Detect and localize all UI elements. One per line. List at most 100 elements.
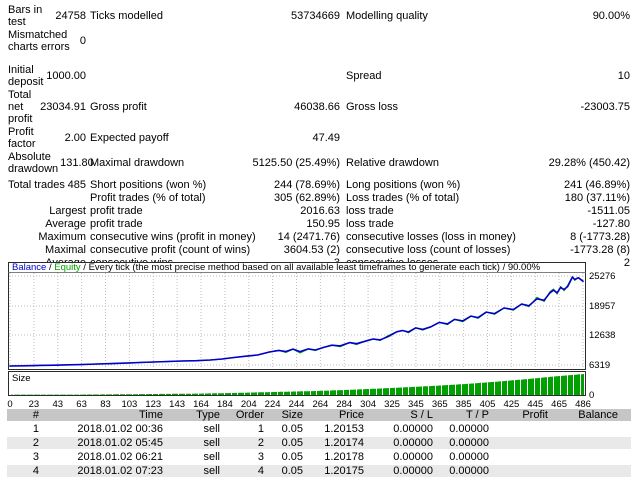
table-cell: sell (203, 437, 220, 449)
filler (620, 465, 629, 477)
table-cell: 1.20174 (324, 437, 364, 449)
stat-value: 485 (67, 179, 86, 191)
table-cell (491, 423, 550, 435)
table-cell (550, 423, 620, 435)
column-header: Profit (522, 409, 548, 421)
stat-label: Expected payoff (90, 132, 169, 144)
trades-table: # Time Type Order Size Price S / L T / P Profit B… (7, 409, 631, 479)
table-cell: 1 (257, 423, 264, 435)
filler (620, 409, 629, 421)
stat-label: consecutive losses (loss in money) (346, 231, 516, 243)
table-cell: 2018.01.02 06:21 (77, 451, 163, 463)
stats-row: Profit trades (% of total) 305 (62.89%) Lo… (8, 192, 630, 204)
stat-value: 2 (623, 257, 630, 269)
stats-row: Profit factor 2.00 Expected payoff 47.49 (8, 126, 630, 150)
stat-value: 305 (62.89%) (273, 192, 340, 204)
table-cell (550, 437, 620, 449)
stat-value: 150.95 (306, 218, 340, 230)
table-cell: 2018.01.02 05:45 (77, 437, 163, 449)
stat-value: 2.00 (64, 132, 86, 144)
stat-label: Relative drawdown (346, 157, 439, 169)
stats-row: Average profit trade 150.95 loss trade -127.… (8, 218, 630, 230)
column-header: Size (281, 409, 303, 421)
stat-label: consecutive loss (count of losses) (346, 244, 511, 256)
stat-value: Largest (49, 205, 86, 217)
table-cell: 0.00000 (449, 465, 489, 477)
table-cell: 0.00000 (449, 451, 489, 463)
table-cell: 0.00000 (393, 437, 433, 449)
stats-row: Absolute drawdown 131.80 Maximal drawdown 5… (8, 151, 630, 175)
stat-value: 2016.63 (300, 205, 340, 217)
stat-value: 0 (79, 35, 86, 47)
table-cell: 0.05 (281, 465, 303, 477)
stat-value: 47.49 (312, 132, 340, 144)
stat-label: Total trades (8, 179, 65, 191)
x-axis-label: 385 (456, 399, 472, 410)
table-cell: 2 (257, 437, 264, 449)
table-cell: 2018.01.02 00:36 (77, 423, 163, 435)
balance-chart: Balance / Equity / Every tick (the most … (7, 262, 615, 410)
stat-value: 24758 (55, 10, 86, 22)
column-header: Price (338, 409, 364, 421)
table-cell: 0.00000 (449, 423, 489, 435)
table-cell: 0.05 (281, 437, 303, 449)
x-axis-label: 264 (312, 399, 328, 410)
table-cell (491, 465, 550, 477)
stat-label: profit trade (90, 218, 143, 230)
stat-label: loss trade (346, 218, 394, 230)
stat-label: Initial deposit (8, 64, 44, 88)
column-header: S / L (410, 409, 433, 421)
x-axis-label: 83 (100, 399, 111, 410)
stat-label: consecutive wins (profit in money) (90, 231, 256, 243)
table-cell: 2 (32, 437, 39, 449)
table-cell: 3 (32, 451, 39, 463)
x-axis-label: 123 (145, 399, 161, 410)
stat-value: -23003.75 (580, 101, 630, 113)
chart-legend: Balance / Equity / Every tick (the most … (12, 262, 541, 273)
table-cell (491, 451, 550, 463)
stats-row: Bars in test 24758 Ticks modelled 53734669 M… (8, 4, 630, 28)
table-cell: 0.00000 (393, 423, 433, 435)
table-cell: sell (203, 451, 220, 463)
table-cell (550, 465, 620, 477)
trades-header: # Time Type Order Size Price S / L T / P Profit B… (7, 409, 631, 421)
stat-label: Maximal drawdown (90, 157, 185, 169)
stat-label: Ticks modelled (90, 10, 163, 22)
chart-series (9, 276, 584, 367)
x-axis-label: 486 (575, 399, 591, 410)
stat-value: Maximum (38, 231, 86, 243)
table-cell: 4 (257, 465, 264, 477)
table-cell: sell (203, 423, 220, 435)
stat-value: 8 (-1773.28) (570, 231, 630, 243)
stats-row: Maximal consecutive profit (count of wins… (8, 244, 630, 256)
x-axis-label: 143 (169, 399, 185, 410)
x-axis-label: 425 (503, 399, 519, 410)
x-axis-label: 204 (241, 399, 257, 410)
filler (620, 423, 629, 435)
stat-label: Loss trades (% of total) (346, 192, 460, 204)
stat-value: -1511.05 (587, 205, 630, 217)
x-axis-label: 0 (7, 399, 12, 410)
column-header: Type (196, 409, 220, 421)
stat-value: -127.80 (592, 218, 630, 230)
column-header: Time (138, 409, 163, 421)
y-axis-label: 18957 (589, 301, 615, 312)
stat-label: Long positions (won %) (346, 179, 461, 191)
filler (620, 437, 629, 449)
x-axis-label: 284 (336, 399, 352, 410)
stat-value: 180 (37.11%) (564, 192, 630, 204)
x-axis-label: 465 (551, 399, 567, 410)
stat-label: Total net profit (8, 89, 33, 125)
column-header: # (32, 409, 39, 421)
x-axis-label: 304 (360, 399, 376, 410)
x-axis-label: 365 (432, 399, 448, 410)
stat-label: Mismatched charts errors (8, 29, 70, 53)
table-row: 1 2018.01.02 00:36 sell 1 0.05 1.20153 0.00000… (7, 423, 631, 435)
table-cell (491, 437, 550, 449)
table-cell: sell (203, 465, 220, 477)
stat-value: 1000.00 (46, 70, 86, 82)
stat-label: Bars in test (8, 4, 43, 28)
filler (620, 451, 629, 463)
stats-row: Mismatched charts errors 0 (8, 29, 630, 53)
